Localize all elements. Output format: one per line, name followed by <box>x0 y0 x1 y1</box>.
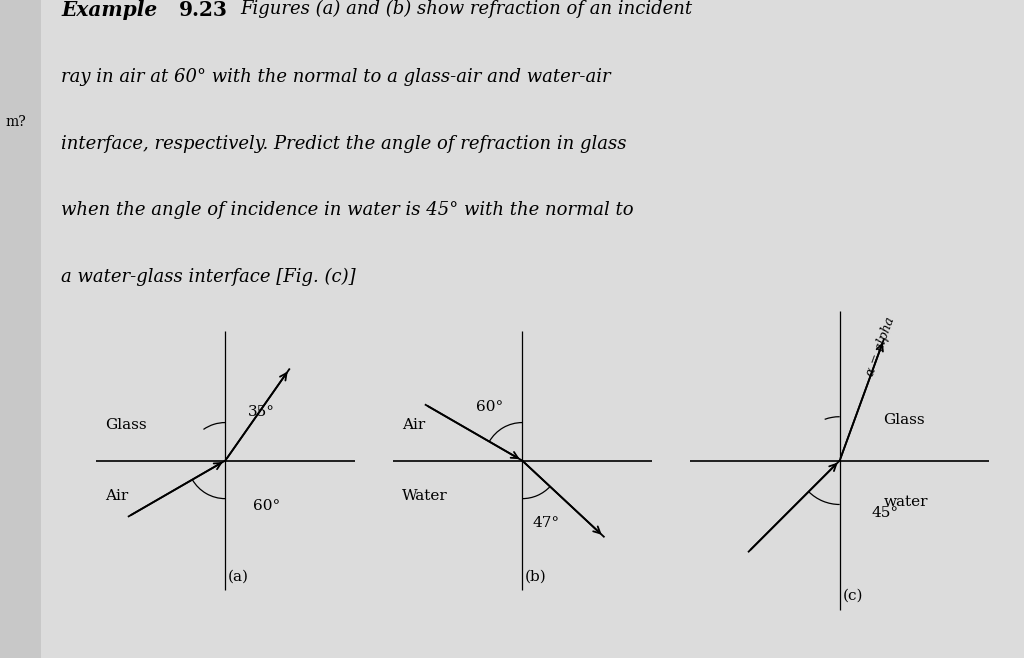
Text: ray in air at 60° with the normal to a glass-air and water-air: ray in air at 60° with the normal to a g… <box>61 68 611 86</box>
Text: a water-glass interface [Fig. (c)]: a water-glass interface [Fig. (c)] <box>61 268 356 286</box>
Text: (a): (a) <box>227 570 249 584</box>
Text: (c): (c) <box>843 588 863 603</box>
Text: 45°: 45° <box>871 506 899 520</box>
Text: (b): (b) <box>524 570 547 584</box>
Text: when the angle of incidence in water is 45° with the normal to: when the angle of incidence in water is … <box>61 201 634 219</box>
Text: interface, respectively. Predict the angle of refraction in glass: interface, respectively. Predict the ang… <box>61 135 627 153</box>
Text: 60°: 60° <box>253 499 281 513</box>
Text: m?: m? <box>5 115 26 129</box>
Text: 9.23: 9.23 <box>179 0 228 20</box>
Text: Air: Air <box>104 489 128 503</box>
Text: Figures (a) and (b) show refraction of an incident: Figures (a) and (b) show refraction of a… <box>241 0 693 18</box>
Text: Example: Example <box>61 0 158 20</box>
Text: Air: Air <box>401 418 425 432</box>
Text: Glass: Glass <box>104 418 146 432</box>
Text: water: water <box>884 495 928 509</box>
Text: 60°: 60° <box>476 400 503 415</box>
Text: Glass: Glass <box>884 413 926 426</box>
Text: α = alpha: α = alpha <box>864 315 897 378</box>
Text: 47°: 47° <box>532 517 559 530</box>
Text: Water: Water <box>401 489 447 503</box>
Text: 35°: 35° <box>248 405 275 419</box>
